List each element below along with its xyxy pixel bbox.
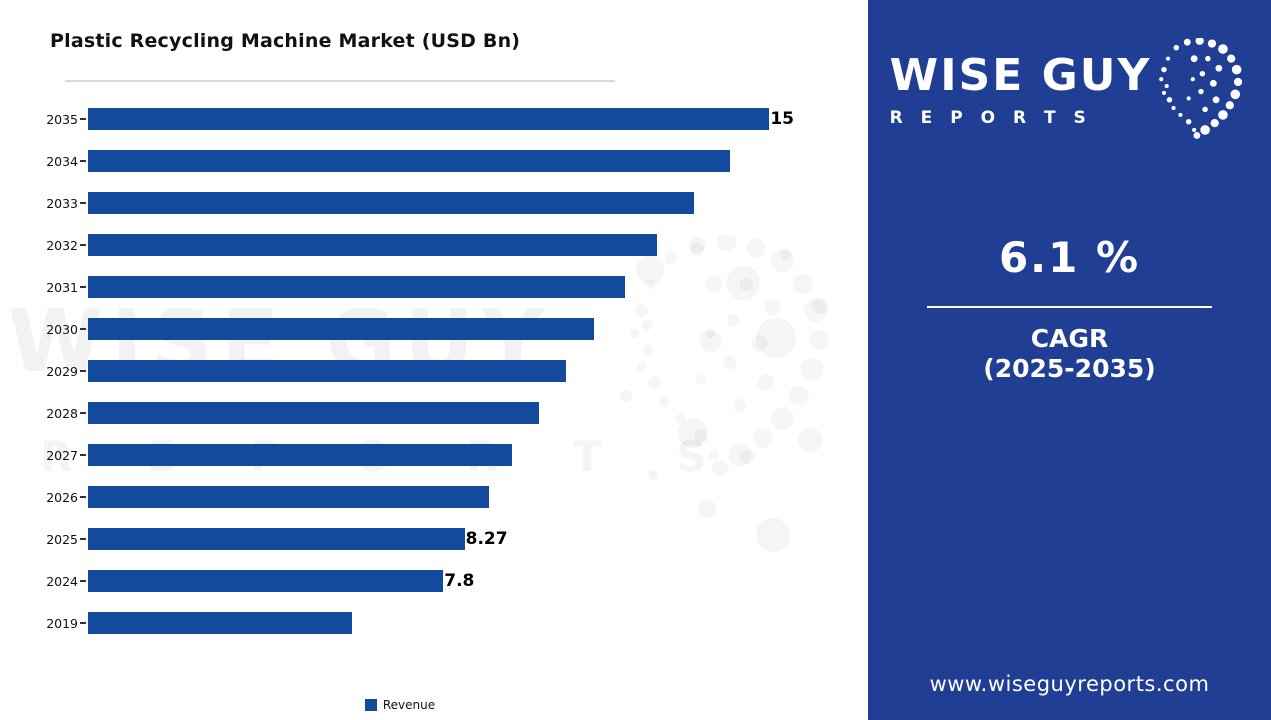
bar-area: 15	[88, 108, 794, 130]
cagr-label: CAGR (2025-2035)	[983, 324, 1155, 384]
y-axis-tick	[80, 538, 86, 540]
y-axis-tick	[80, 454, 86, 456]
y-axis-tick	[80, 412, 86, 414]
revenue-bar	[88, 150, 731, 172]
y-axis-tick	[80, 370, 86, 372]
chart-row: 2032	[44, 224, 868, 266]
cagr-divider	[927, 306, 1212, 308]
cagr-value: 6.1 %	[998, 233, 1141, 282]
y-axis-tick	[80, 622, 86, 624]
revenue-bar	[88, 444, 512, 466]
bar-area	[88, 444, 794, 466]
y-axis-tick-label: 2028	[46, 405, 78, 421]
revenue-bar	[88, 192, 694, 214]
chart-row: 2034	[44, 140, 868, 182]
y-axis-tick	[80, 160, 86, 162]
bar-area	[88, 318, 794, 340]
chart-row: 2029	[44, 350, 868, 392]
y-axis-tick	[80, 286, 86, 288]
y-axis-tick-label: 2026	[46, 489, 78, 505]
chart-row: 2035 15	[44, 98, 868, 140]
revenue-bar	[88, 318, 594, 340]
logo: WISE GUY R E P O R T S	[890, 38, 1250, 141]
y-axis-tick-label: 2031	[46, 279, 78, 295]
bar-area	[88, 150, 794, 172]
y-axis-tick	[80, 328, 86, 330]
website-url: www.wiseguyreports.com	[929, 672, 1210, 696]
brand-panel: WISE GUY R E P O R T S 6.1 % CAGR (2025-…	[868, 0, 1271, 720]
legend-label: Revenue	[382, 698, 436, 712]
bar-area	[88, 612, 794, 634]
bar-rows: 2035 15 2034 2033 2032 2031 2030 2029 2028 2027 20…	[44, 98, 868, 644]
title-divider	[65, 80, 615, 82]
y-axis-tick-label: 2032	[46, 237, 78, 253]
revenue-bar	[88, 276, 626, 298]
logo-subtitle: R E P O R T S	[889, 108, 1092, 128]
y-axis-tick-label: 2034	[46, 153, 78, 169]
y-axis-tick-label: 2035	[46, 111, 78, 127]
chart-row: 2026	[44, 476, 868, 518]
y-axis-tick	[80, 202, 86, 204]
chart-title: Plastic Recycling Machine Market (USD Bn…	[50, 30, 521, 52]
chart-row: 2019	[44, 602, 868, 644]
bar-area	[88, 234, 794, 256]
bar-area	[88, 486, 794, 508]
bar-value-label: 7.8	[444, 571, 475, 591]
logo-text: WISE GUY R E P O R T S	[889, 50, 1152, 129]
bar-area	[88, 402, 794, 424]
revenue-bar	[88, 612, 353, 634]
y-axis-tick	[80, 580, 86, 582]
legend-swatch	[364, 699, 377, 711]
bar-value-label: 15	[770, 109, 794, 129]
y-axis-tick	[80, 118, 86, 120]
revenue-bar	[88, 486, 489, 508]
chart-row: 2027	[44, 434, 868, 476]
bar-area	[88, 276, 794, 298]
y-axis-tick-label: 2029	[46, 363, 78, 379]
chart-row: 2025 8.27	[44, 518, 868, 560]
legend: Revenue	[0, 698, 800, 712]
y-axis-tick-label: 2030	[46, 321, 78, 337]
chart-row: 2030	[44, 308, 868, 350]
revenue-bar	[88, 360, 567, 382]
revenue-bar	[88, 528, 465, 550]
y-axis-tick-label: 2033	[46, 195, 78, 211]
revenue-bar	[88, 402, 539, 424]
bar-area: 8.27	[88, 528, 794, 550]
chart-section: WISE GUY R E P O R T S Plastic	[0, 30, 868, 712]
y-axis-tick-label: 2019	[46, 615, 78, 631]
bar-value-label: 8.27	[465, 529, 508, 549]
chart-row: 2033	[44, 182, 868, 224]
y-axis-tick	[80, 244, 86, 246]
y-axis-tick-label: 2025	[46, 531, 78, 547]
chart-row: 2024 7.8	[44, 560, 868, 602]
logo-wordmark: WISE GUY	[889, 50, 1152, 101]
revenue-bar	[88, 108, 770, 130]
bar-area: 7.8	[88, 570, 794, 592]
y-axis-tick-label: 2024	[46, 573, 78, 589]
revenue-bar	[88, 234, 658, 256]
logo-head-dots-icon	[1159, 38, 1243, 139]
revenue-bar	[88, 570, 444, 592]
y-axis-tick-label: 2027	[46, 447, 78, 463]
cagr-label-line1: CAGR	[1030, 324, 1109, 353]
cagr-label-line2: (2025-2035)	[983, 354, 1156, 383]
chart-row: 2028	[44, 392, 868, 434]
chart-row: 2031	[44, 266, 868, 308]
bar-area	[88, 360, 794, 382]
y-axis-tick	[80, 496, 86, 498]
bar-area	[88, 192, 794, 214]
